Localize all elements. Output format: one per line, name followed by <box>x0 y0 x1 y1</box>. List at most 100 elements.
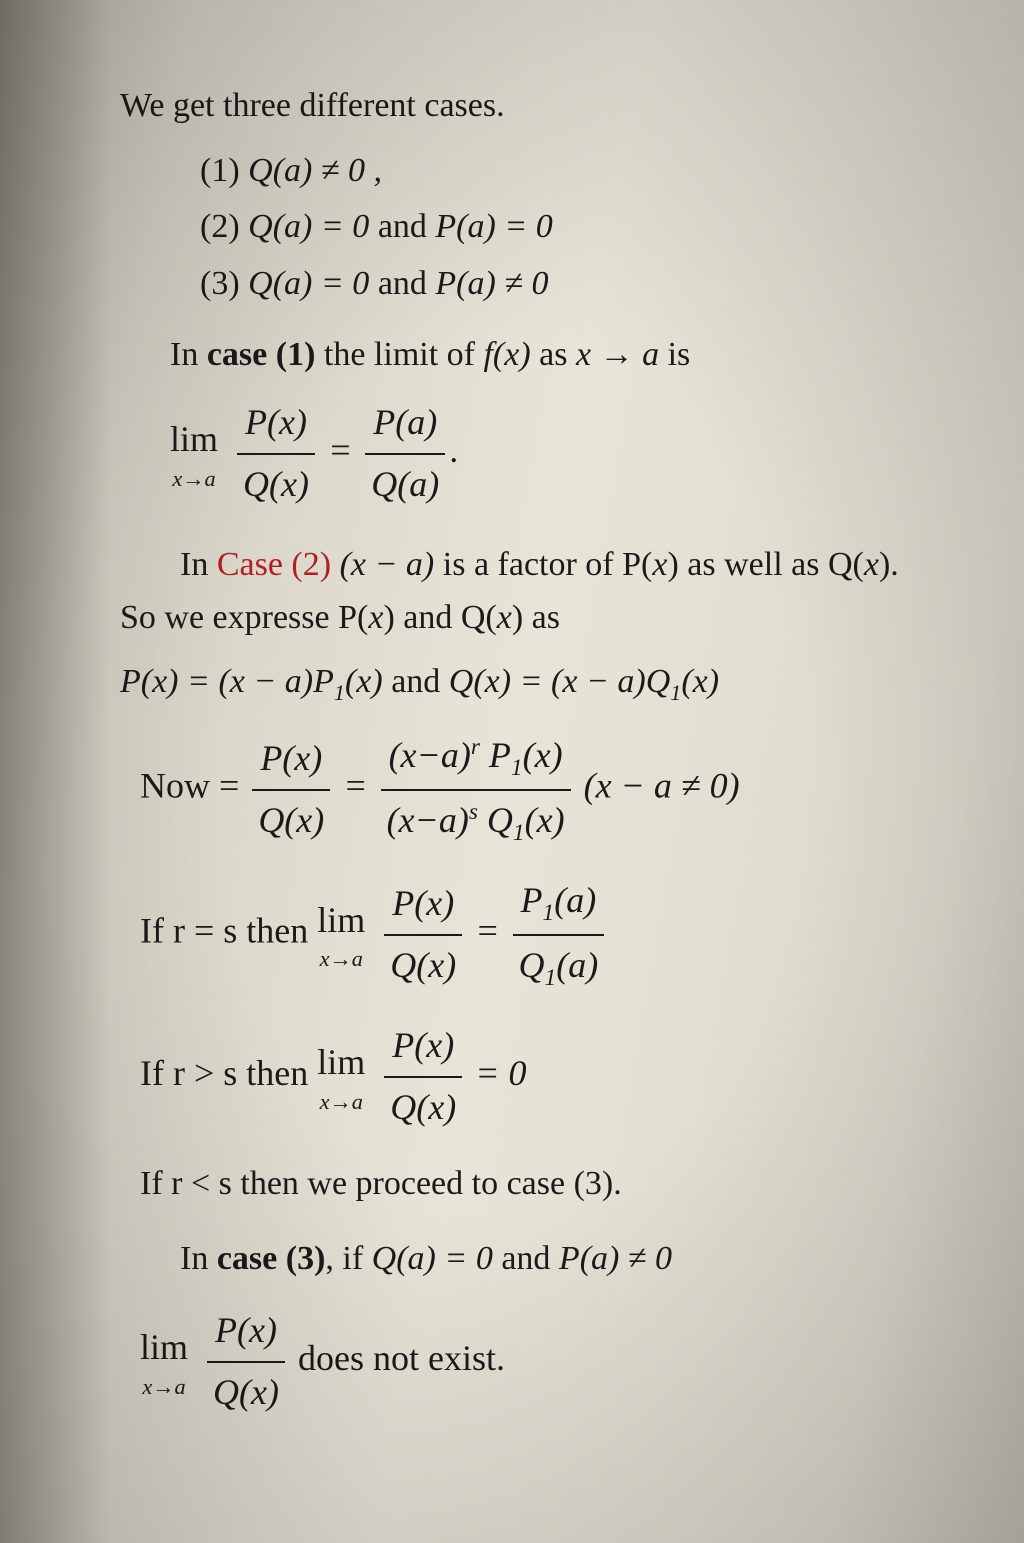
geq: = 0 <box>475 1053 526 1093</box>
fb: (x) <box>345 663 383 700</box>
n2na: (x−a) <box>389 735 471 775</box>
lim2-icon: lim x→a <box>317 893 365 977</box>
fsub2: 1 <box>670 680 681 705</box>
now-label: Now = <box>140 766 248 806</box>
lim4-bot: x→a <box>140 1370 188 1405</box>
lim2-top: lim <box>317 893 365 949</box>
nfrac1-num: P(x) <box>252 731 330 791</box>
gfrac: P(x) Q(x) <box>384 1018 462 1136</box>
den-qx: Q(x) <box>237 455 315 513</box>
c1-xa: x → a <box>576 336 659 373</box>
c2-b: (x − a) <box>331 546 434 583</box>
page-content: We get three different cases. (1) Q(a) ≠… <box>0 0 1024 1503</box>
c1-d: is <box>659 336 690 373</box>
r2db: (a) <box>556 945 598 985</box>
case-item-3: (3) Q(a) = 0 and P(a) ≠ 0 <box>200 258 934 311</box>
c3-b: , if <box>325 1240 371 1277</box>
c2-x1: x <box>652 546 667 583</box>
neq: = <box>343 766 376 806</box>
c2-g: ) as <box>512 599 560 636</box>
n2nb: P <box>480 735 511 775</box>
c3frac-num: P(x) <box>207 1303 285 1363</box>
case-list: (1) Q(a) ≠ 0 , (2) Q(a) = 0 and P(a) = 0… <box>200 145 934 311</box>
frac-px-qx: P(x) Q(x) <box>237 395 315 513</box>
c1-bold: case (1) <box>207 336 316 373</box>
r2nb: (a) <box>554 880 596 920</box>
n2dc: (x) <box>525 800 565 840</box>
c1-c: as <box>531 336 576 373</box>
case2-ifrs: If r = s then lim x→a P(x) Q(x) = P1(a) … <box>140 873 934 996</box>
case2-lead: In Case (2) (x − a) is a factor of P(x) … <box>120 539 934 644</box>
n2da: (x−a) <box>387 800 469 840</box>
c3-a: In <box>180 1240 217 1277</box>
c2-x2: x <box>864 546 879 583</box>
nfrac1: P(x) Q(x) <box>252 731 330 849</box>
req: = <box>475 911 508 951</box>
case3-eq: lim x→a P(x) Q(x) does not exist. <box>140 1303 934 1421</box>
fsub1: 1 <box>334 680 345 705</box>
rfrac2-den: Q1(a) <box>513 936 605 996</box>
frac-pa-qa: P(a) Q(a) <box>365 395 445 513</box>
n2nc: (x) <box>523 735 563 775</box>
fc: Q(x) = (x − a)Q <box>449 663 670 700</box>
case-item-2: (2) Q(a) = 0 and P(a) = 0 <box>200 201 934 254</box>
eq-sign: = <box>328 431 361 471</box>
c2-a: In <box>180 546 217 583</box>
nfrac2: (x−a)r P1(x) (x−a)s Q1(x) <box>381 728 571 851</box>
lim-bot: x→a <box>170 462 218 497</box>
c3frac-den: Q(x) <box>207 1363 285 1421</box>
case2-ifgt: If r > s then lim x→a P(x) Q(x) = 0 <box>140 1018 934 1136</box>
rfrac2-num: P1(a) <box>513 873 605 935</box>
case2-now-eq: Now = P(x) Q(x) = (x−a)r P1(x) (x−a)s Q1… <box>140 728 934 851</box>
case-3-a: Q(a) = 0 <box>248 265 369 302</box>
c1-b: the limit of <box>315 336 483 373</box>
r2dsub: 1 <box>545 965 557 991</box>
c3-tail: does not exist. <box>298 1338 505 1378</box>
case-3-num: (3) <box>200 265 240 302</box>
gfrac-num: P(x) <box>384 1018 462 1078</box>
r2da: Q <box>519 945 545 985</box>
ifgt-a: If r > s then <box>140 1053 317 1093</box>
lim4-icon: lim x→a <box>140 1320 188 1404</box>
c2-c: is a factor of P( <box>434 546 652 583</box>
lim-top: lim <box>170 412 218 468</box>
r2na: P <box>521 880 543 920</box>
case2-iflt: If r < s then we proceed to case (3). <box>140 1158 934 1211</box>
case-2-b: P(a) = 0 <box>435 208 552 245</box>
fa: P(x) = (x − a)P <box>120 663 334 700</box>
lim3-bot: x→a <box>317 1085 365 1120</box>
case-3-and: and <box>369 265 435 302</box>
c3-bold: case (3) <box>217 1240 326 1277</box>
r2nsub: 1 <box>543 901 555 927</box>
rfrac1-num: P(x) <box>384 876 462 936</box>
case-1-num: (1) <box>200 152 240 189</box>
case-2-num: (2) <box>200 208 240 245</box>
c2-x4: x <box>497 599 512 636</box>
gfrac-den: Q(x) <box>384 1078 462 1136</box>
case-2-and: and <box>369 208 435 245</box>
rfrac1-den: Q(x) <box>384 936 462 994</box>
rfrac2: P1(a) Q1(a) <box>513 873 605 996</box>
case-item-1: (1) Q(a) ≠ 0 , <box>200 145 934 198</box>
c1-a: In <box>170 336 207 373</box>
lim3-icon: lim x→a <box>317 1035 365 1119</box>
c3-and: and <box>493 1240 559 1277</box>
case3-lead: In case (3), if Q(a) = 0 and P(a) ≠ 0 <box>120 1233 934 1286</box>
c1-fx: f(x) <box>483 336 530 373</box>
n2nsup: r <box>471 734 480 760</box>
ifrs-a: If r = s then <box>140 911 317 951</box>
lim4-top: lim <box>140 1320 188 1376</box>
nfrac1-den: Q(x) <box>252 791 330 849</box>
fd: (x) <box>681 663 719 700</box>
n2db: Q <box>478 800 513 840</box>
intro-line: We get three different cases. <box>120 80 934 133</box>
c3-qa: Q(a) = 0 <box>372 1240 493 1277</box>
c2-d: ) as well as Q( <box>667 546 863 583</box>
num-px: P(x) <box>237 395 315 455</box>
rfrac1: P(x) Q(x) <box>384 876 462 994</box>
c2-f: ) and Q( <box>383 599 496 636</box>
case2-label: Case (2) <box>217 546 331 583</box>
now-cond: (x − a ≠ 0) <box>584 766 740 806</box>
nfrac2-num: (x−a)r P1(x) <box>381 728 571 790</box>
case1-lead: In case (1) the limit of f(x) as x → a i… <box>170 329 934 382</box>
